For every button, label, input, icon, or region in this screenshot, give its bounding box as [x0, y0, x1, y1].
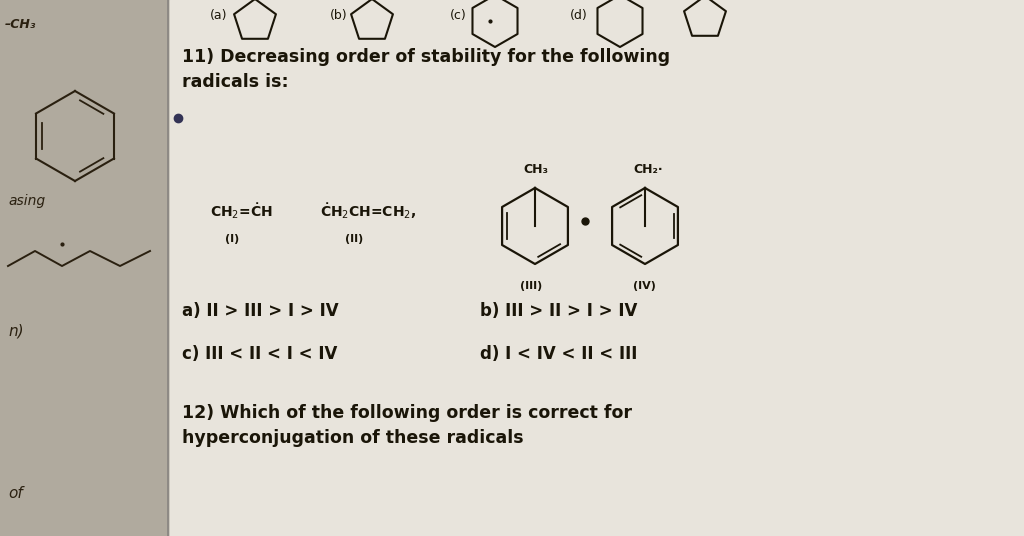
Text: d) I < IV < II < III: d) I < IV < II < III — [480, 345, 637, 363]
Text: (c): (c) — [450, 10, 467, 23]
Text: c) III < II < I < IV: c) III < II < I < IV — [182, 345, 337, 363]
Text: CH₂·: CH₂· — [633, 163, 663, 176]
Text: –CH₃: –CH₃ — [5, 18, 37, 31]
Text: of: of — [8, 487, 23, 502]
Text: n): n) — [8, 324, 24, 339]
Text: ĊH$_2$CH=CH$_2$,: ĊH$_2$CH=CH$_2$, — [319, 201, 417, 221]
Text: a) II > III > I > IV: a) II > III > I > IV — [182, 302, 339, 320]
Bar — [0, 0, 168, 536]
Text: b) III > II > I > IV: b) III > II > I > IV — [480, 302, 637, 320]
Bar — [170, 0, 1024, 536]
Text: (II): (II) — [345, 234, 364, 244]
Text: asing: asing — [8, 194, 45, 208]
Text: (I): (I) — [225, 234, 240, 244]
Text: (d): (d) — [570, 10, 588, 23]
Text: (IV): (IV) — [633, 281, 656, 291]
Text: CH₃: CH₃ — [523, 163, 548, 176]
Text: (b): (b) — [330, 10, 347, 23]
Text: 12) Which of the following order is correct for
hyperconjugation of these radica: 12) Which of the following order is corr… — [182, 404, 632, 447]
Text: CH$_2$=ĊH: CH$_2$=ĊH — [210, 201, 272, 221]
Text: (III): (III) — [520, 281, 543, 291]
Text: (a): (a) — [210, 10, 227, 23]
Text: 11) Decreasing order of stability for the following
radicals is:: 11) Decreasing order of stability for th… — [182, 48, 670, 91]
